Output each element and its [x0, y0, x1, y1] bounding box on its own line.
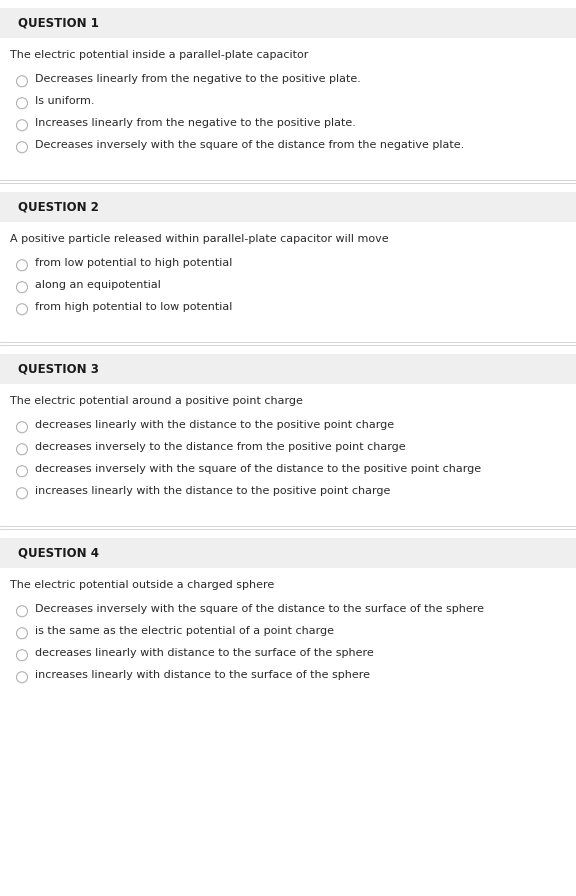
Text: The electric potential inside a parallel-plate capacitor: The electric potential inside a parallel…: [10, 50, 308, 60]
Text: Increases linearly from the negative to the positive plate.: Increases linearly from the negative to …: [35, 118, 356, 128]
Text: increases linearly with distance to the surface of the sphere: increases linearly with distance to the …: [35, 670, 370, 680]
Text: A positive particle released within parallel-plate capacitor will move: A positive particle released within para…: [10, 234, 389, 244]
Text: Is uniform.: Is uniform.: [35, 96, 94, 106]
Text: QUESTION 1: QUESTION 1: [18, 16, 99, 30]
Text: decreases linearly with distance to the surface of the sphere: decreases linearly with distance to the …: [35, 648, 374, 658]
Text: is the same as the electric potential of a point charge: is the same as the electric potential of…: [35, 626, 334, 636]
Text: from low potential to high potential: from low potential to high potential: [35, 258, 232, 268]
Bar: [0, 192, 576, 222]
Text: from high potential to low potential: from high potential to low potential: [35, 302, 232, 312]
Text: QUESTION 3: QUESTION 3: [18, 363, 99, 375]
Text: QUESTION 2: QUESTION 2: [18, 201, 99, 213]
Text: Decreases inversely with the square of the distance from the negative plate.: Decreases inversely with the square of t…: [35, 140, 464, 150]
Text: increases linearly with the distance to the positive point charge: increases linearly with the distance to …: [35, 486, 391, 496]
Bar: [0, 538, 576, 568]
Text: decreases linearly with the distance to the positive point charge: decreases linearly with the distance to …: [35, 420, 394, 430]
Text: decreases inversely to the distance from the positive point charge: decreases inversely to the distance from…: [35, 442, 406, 452]
Text: decreases inversely with the square of the distance to the positive point charge: decreases inversely with the square of t…: [35, 464, 481, 474]
Text: Decreases linearly from the negative to the positive plate.: Decreases linearly from the negative to …: [35, 74, 361, 84]
Bar: [0, 8, 576, 38]
Bar: [0, 354, 576, 384]
Text: QUESTION 4: QUESTION 4: [18, 547, 99, 559]
Text: along an equipotential: along an equipotential: [35, 280, 161, 290]
Text: Decreases inversely with the square of the distance to the surface of the sphere: Decreases inversely with the square of t…: [35, 604, 484, 614]
Text: The electric potential around a positive point charge: The electric potential around a positive…: [10, 396, 303, 406]
Text: The electric potential outside a charged sphere: The electric potential outside a charged…: [10, 580, 274, 590]
